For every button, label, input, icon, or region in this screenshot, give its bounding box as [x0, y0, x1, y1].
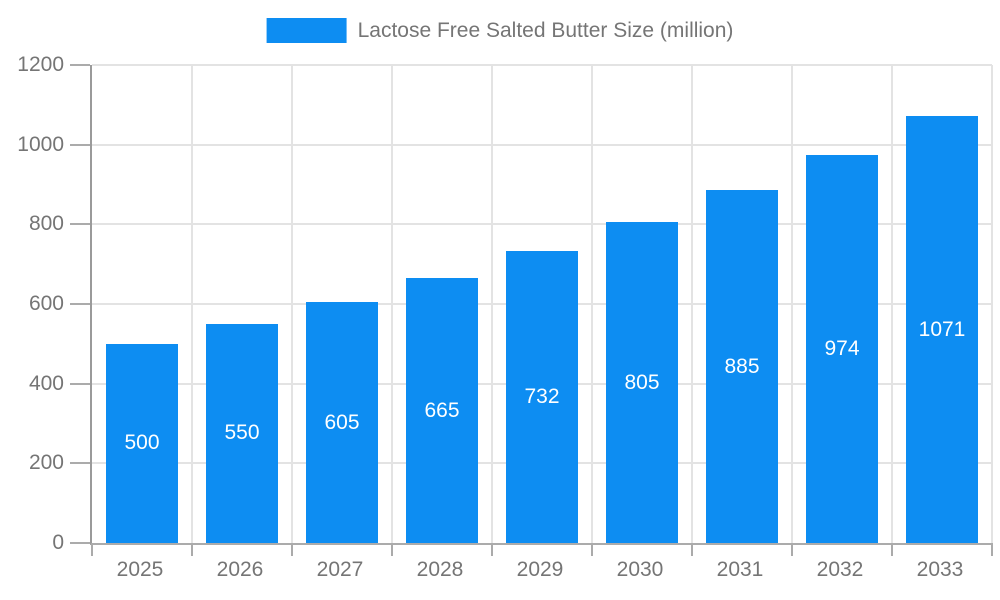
x-axis-tick-label: 2032: [816, 558, 864, 581]
y-tick-mark: [70, 462, 90, 465]
x-axis-labels: 2025 2026 2027 2028 2029 2030 2031 2032 2033: [90, 558, 990, 588]
x-tick-mark: [291, 543, 293, 556]
x-axis-tick-label: 2029: [516, 558, 564, 581]
y-axis-tick-label: 800: [28, 212, 64, 236]
bar-value-label: 550: [224, 421, 260, 445]
y-tick-mark: [70, 542, 90, 544]
bar: 500: [106, 343, 178, 543]
x-tick-mark: [191, 543, 193, 556]
bar: 885: [706, 190, 778, 543]
bar-value-label: 974: [824, 337, 860, 361]
legend-swatch: [266, 18, 347, 43]
bar-value-label: 500: [124, 431, 160, 455]
x-axis-tick-label: 2026: [216, 558, 264, 581]
bar: 665: [406, 278, 478, 543]
x-gridline: [891, 65, 893, 543]
bar: 550: [206, 323, 278, 543]
legend-label: Lactose Free Salted Butter Size (million…: [357, 18, 734, 42]
bar-value-label: 885: [724, 354, 760, 378]
x-gridline: [591, 65, 593, 543]
y-tick-mark: [70, 143, 90, 146]
plot-area: 0 200 400 600 800 1000 1200 500 550 605 665 732 805 8…: [17, 53, 993, 556]
y-axis-tick-label: 400: [28, 371, 64, 395]
x-gridline: [191, 65, 193, 543]
x-tick-mark: [791, 543, 793, 556]
x-axis-tick-label: 2033: [916, 558, 964, 581]
bar: 974: [806, 155, 878, 543]
bar-value-label: 1071: [918, 317, 966, 341]
x-tick-mark: [991, 543, 993, 556]
x-gridline: [691, 65, 693, 543]
y-gridline: [92, 143, 992, 146]
y-axis-tick-label: 1000: [17, 132, 64, 156]
x-gridline: [391, 65, 393, 543]
bar: 732: [506, 251, 578, 543]
y-axis-tick-label: 200: [28, 451, 64, 475]
y-tick-mark: [70, 303, 90, 305]
y-gridline: [92, 64, 992, 66]
x-axis-tick-label: 2027: [316, 558, 364, 581]
bar-value-label: 665: [424, 398, 460, 422]
y-tick-mark: [70, 382, 90, 385]
x-tick-mark: [491, 543, 493, 556]
x-gridline: [791, 65, 793, 543]
x-gridline: [291, 65, 293, 543]
bar: 805: [606, 222, 678, 543]
legend: Lactose Free Salted Butter Size (million…: [266, 18, 734, 43]
x-gridline: [491, 65, 493, 543]
x-axis-tick-label: 2030: [616, 558, 664, 581]
x-gridline: [991, 65, 993, 543]
bar-value-label: 732: [524, 385, 560, 409]
x-tick-mark: [891, 543, 893, 556]
y-tick-mark: [70, 64, 90, 66]
x-axis-tick-label: 2025: [116, 558, 164, 581]
y-tick-mark: [70, 223, 90, 226]
bar-value-label: 805: [624, 370, 660, 394]
bar: 1071: [906, 116, 978, 543]
y-gridline: [92, 223, 992, 226]
x-axis-tick-label: 2031: [716, 558, 764, 581]
x-tick-mark: [591, 543, 593, 556]
x-tick-mark: [91, 543, 93, 556]
x-tick-mark: [691, 543, 693, 556]
bar: 605: [306, 302, 378, 543]
bar-value-label: 605: [324, 410, 360, 434]
y-axis-tick-label: 600: [28, 292, 64, 315]
y-axis-tick-label: 1200: [17, 53, 64, 76]
x-tick-mark: [391, 543, 393, 556]
x-axis-tick-label: 2028: [416, 558, 464, 581]
y-axis-tick-label: 0: [52, 531, 64, 554]
